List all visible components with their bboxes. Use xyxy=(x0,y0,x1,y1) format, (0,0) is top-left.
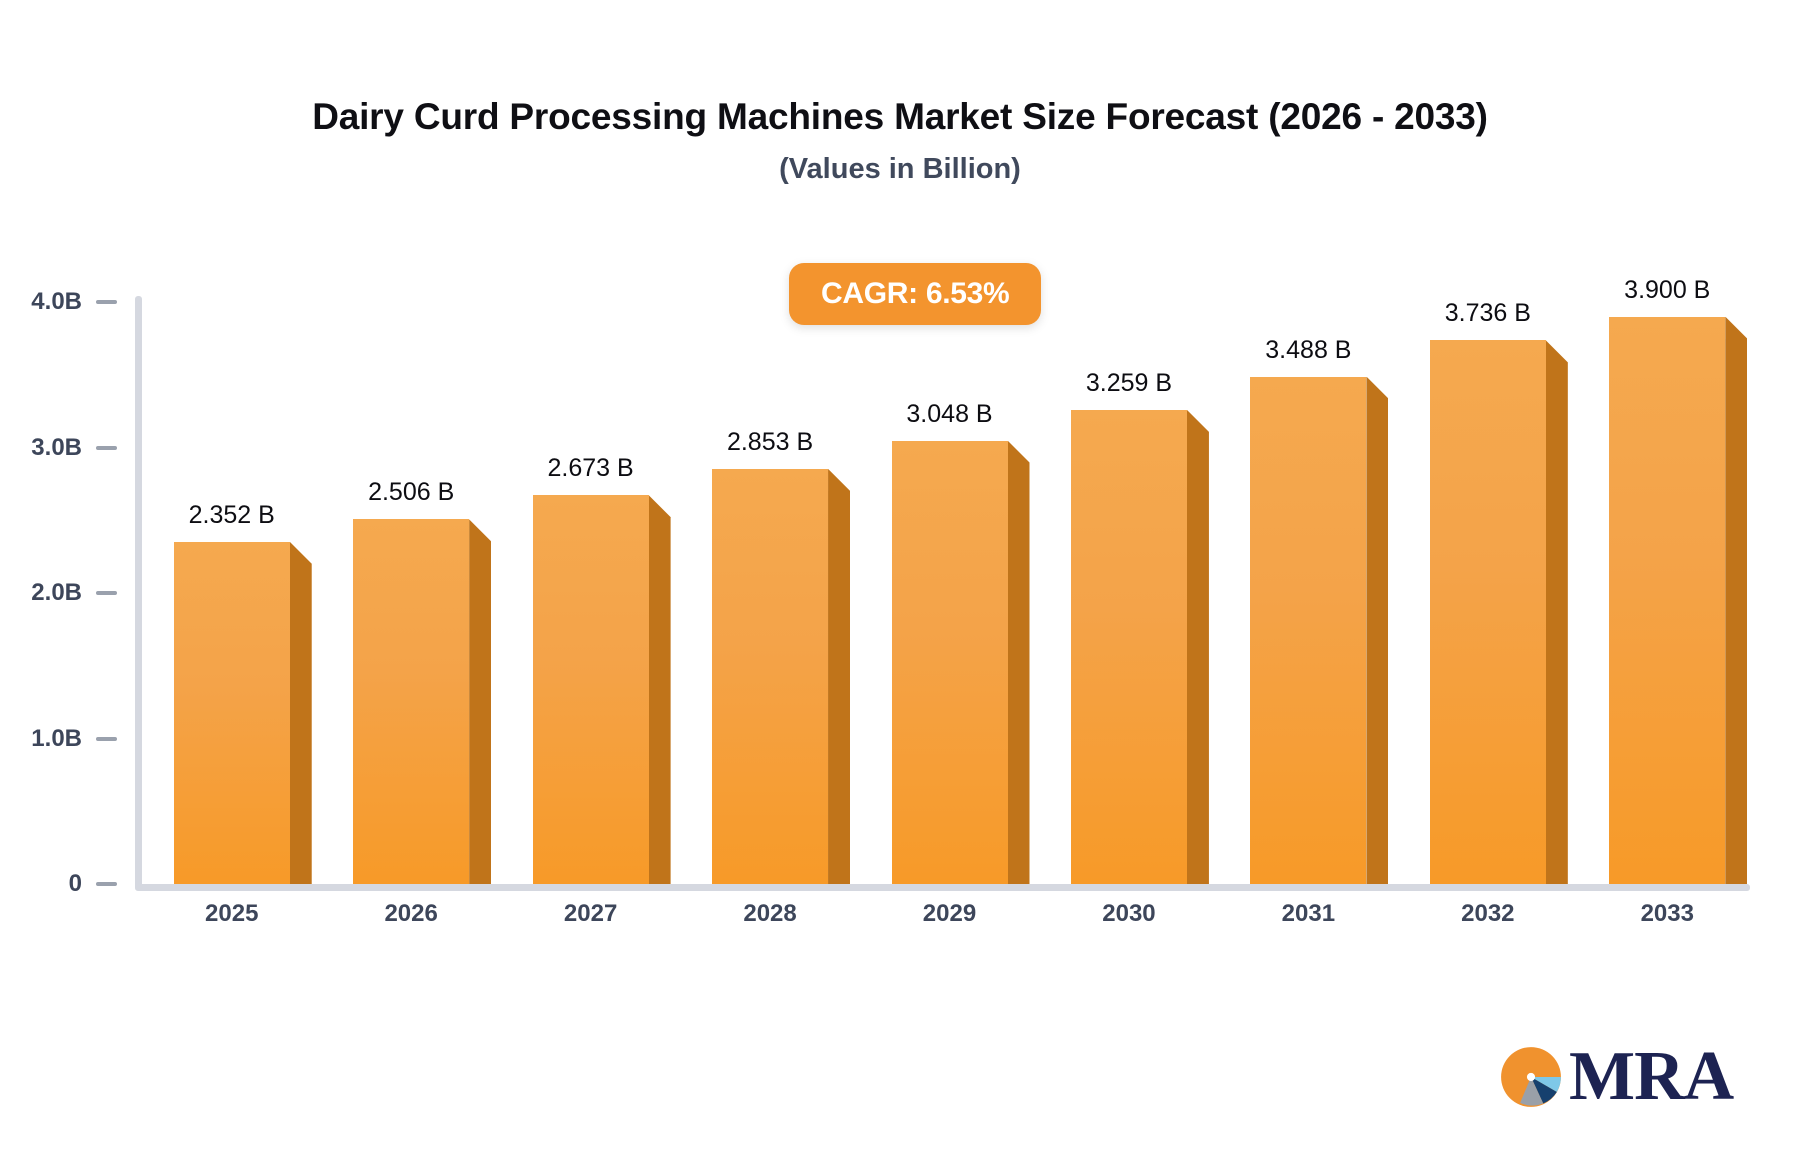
bar-side-face xyxy=(469,519,492,884)
bar-front-face xyxy=(891,440,1008,884)
bar-2033[interactable]: 3.900 B xyxy=(1609,247,1748,884)
x-axis-labels: 2025 2026 2027 2028 2029 2030 2031 2032 2033 xyxy=(135,900,1750,940)
bar-value-label: 2.506 B xyxy=(368,478,455,507)
cagr-badge: CAGR: 6.53% xyxy=(789,263,1042,325)
bar-2032[interactable]: 3.736 B xyxy=(1429,270,1568,884)
y-axis-tick: 2.0B xyxy=(0,579,135,607)
chart-subtitle: (Values in Billion) xyxy=(779,152,1021,185)
x-axis-label-2030: 2030 xyxy=(1102,900,1156,927)
y-axis-tick-label: 2.0B xyxy=(31,579,82,606)
bar-value-label: 3.900 B xyxy=(1624,275,1711,304)
y-axis-tick-label: 0 xyxy=(68,870,82,897)
bar-front-face xyxy=(532,495,649,884)
bar-front-face xyxy=(712,468,829,884)
bar-front-face xyxy=(1609,316,1726,884)
bar-side-face xyxy=(828,468,851,884)
bar-value-label: 3.736 B xyxy=(1444,299,1531,328)
bar-value-label: 3.048 B xyxy=(906,399,993,428)
bar-2029[interactable]: 3.048 B xyxy=(891,371,1030,884)
y-axis-tick-label: 1.0B xyxy=(31,724,82,752)
bar-side-face xyxy=(1007,440,1030,884)
y-axis-tick: 1.0B xyxy=(0,725,135,753)
bar-2027[interactable]: 2.673 B xyxy=(532,425,671,884)
bar-side-face xyxy=(648,495,671,884)
x-axis-label-2027: 2027 xyxy=(563,900,618,927)
bar-side-face xyxy=(1186,409,1209,884)
y-axis-line xyxy=(135,296,142,890)
y-axis-tick: 3.0B xyxy=(0,434,135,462)
cagr-badge-label: CAGR: 6.53% xyxy=(821,277,1010,310)
x-axis-label-2025: 2025 xyxy=(205,900,259,927)
bar-side-face xyxy=(1366,376,1389,884)
x-axis-label-2031: 2031 xyxy=(1281,900,1336,927)
bar-side-face xyxy=(1725,316,1748,884)
bar-2028[interactable]: 2.853 B xyxy=(712,399,851,884)
x-axis-line xyxy=(135,884,1750,891)
y-axis-tick: 4.0B xyxy=(0,288,135,316)
page-title: Dairy Curd Processing Machines Market Si… xyxy=(312,96,1488,137)
x-axis-label-2032: 2032 xyxy=(1461,900,1515,927)
y-axis-tick-mark xyxy=(96,445,117,450)
y-axis-tick-label: 4.0B xyxy=(31,288,82,315)
y-axis-tick-mark xyxy=(96,300,117,304)
y-axis-tick: 0 xyxy=(0,870,135,898)
bar-value-label: 2.673 B xyxy=(547,454,634,483)
bar-value-label: 3.488 B xyxy=(1265,335,1352,364)
y-axis-tick-mark xyxy=(96,591,117,595)
bars-layer: 2.352 B 2.506 B 2.673 B 2.853 B 3.048 B 3.259… xyxy=(135,276,1750,890)
y-axis-tick-label: 3.0B xyxy=(31,433,82,461)
logo-wordmark: MRA xyxy=(1569,1038,1734,1115)
x-axis-label-2029: 2029 xyxy=(922,900,977,927)
bar-2031[interactable]: 3.488 B xyxy=(1250,307,1389,884)
bar-2026[interactable]: 2.506 B xyxy=(353,449,492,884)
y-axis-tick-mark xyxy=(96,882,117,886)
bar-value-label: 2.352 B xyxy=(188,500,275,529)
bar-front-face xyxy=(1250,376,1367,884)
plot-area: 2.352 B 2.506 B 2.673 B 2.853 B 3.048 B 3.259… xyxy=(31,276,1750,897)
bar-front-face xyxy=(1429,340,1546,884)
y-axis-tick-mark xyxy=(96,736,117,741)
bar-front-face xyxy=(1070,409,1187,884)
x-axis-label-2026: 2026 xyxy=(384,900,438,927)
bar-value-label: 2.853 B xyxy=(726,427,814,456)
bar-2030[interactable]: 3.259 B xyxy=(1070,340,1209,884)
bar-2025[interactable]: 2.352 B xyxy=(173,472,312,884)
bar-value-label: 3.259 B xyxy=(1085,368,1173,397)
x-axis-label-2033: 2033 xyxy=(1640,900,1694,927)
pie-chart-icon xyxy=(1501,1047,1561,1107)
title-block: Dairy Curd Processing Machines Market Si… xyxy=(0,96,1800,186)
mra-logo: MRA xyxy=(1497,1038,1734,1115)
bar-side-face xyxy=(289,541,312,884)
bar-front-face xyxy=(353,519,470,884)
bar-side-face xyxy=(1545,340,1568,884)
bar-front-face xyxy=(173,541,290,884)
x-axis-label-2028: 2028 xyxy=(743,900,797,927)
